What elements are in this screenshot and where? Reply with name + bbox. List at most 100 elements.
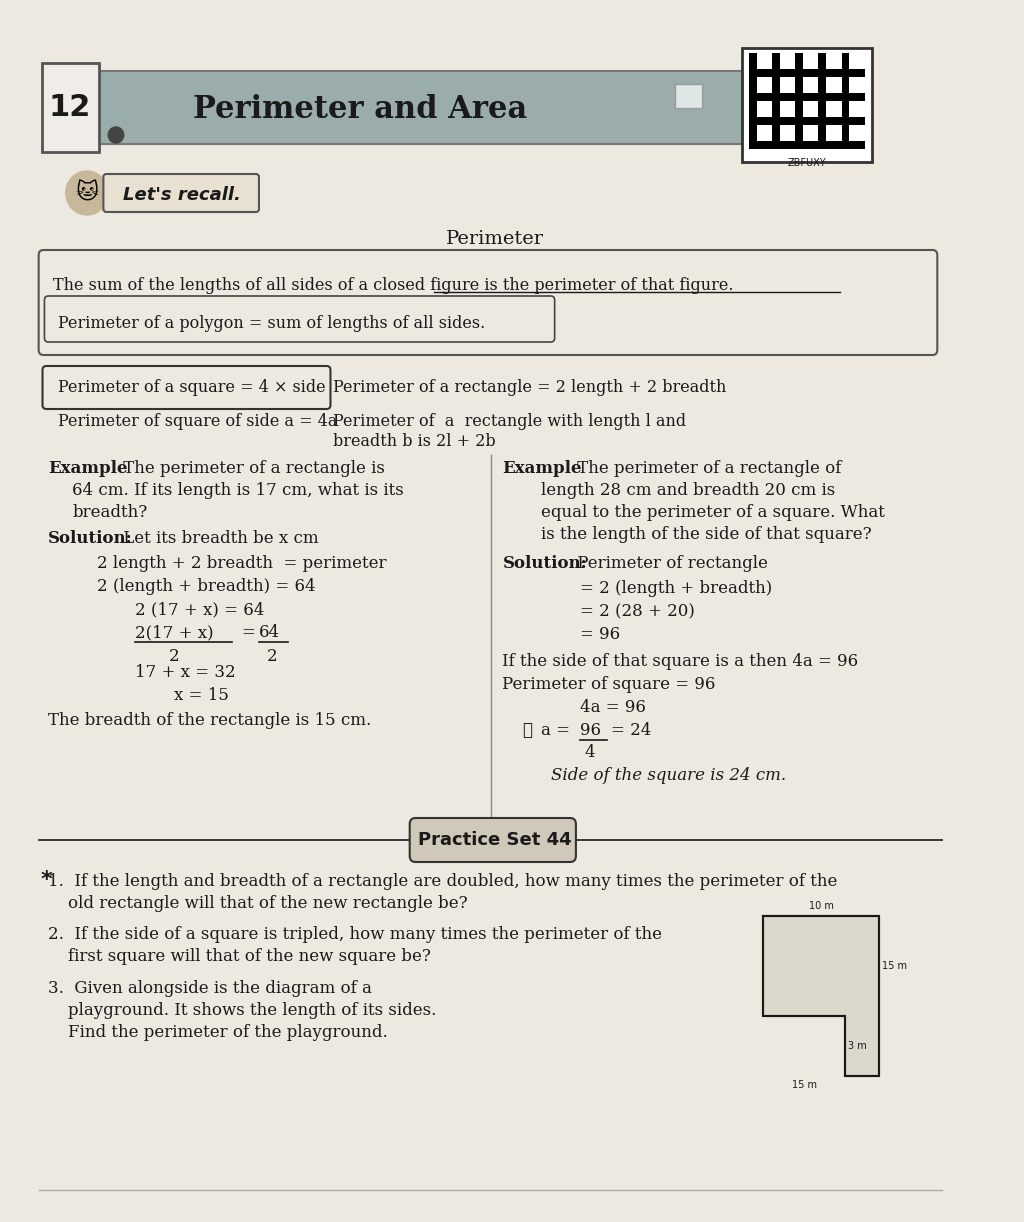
Bar — [749, 117, 757, 125]
Text: The sum of the lengths of all sides of a closed figure is the perimeter of that : The sum of the lengths of all sides of a… — [53, 277, 733, 295]
Text: 96: 96 — [580, 722, 601, 739]
Bar — [849, 141, 857, 149]
Bar — [757, 93, 764, 101]
Text: x = 15: x = 15 — [174, 687, 228, 704]
Bar — [849, 117, 857, 125]
Text: Perimeter of a polygon = sum of lengths of all sides.: Perimeter of a polygon = sum of lengths … — [58, 314, 485, 331]
Bar — [764, 117, 772, 125]
Bar — [764, 141, 772, 149]
Text: 64: 64 — [259, 624, 281, 642]
Text: length 28 cm and breadth 20 cm is: length 28 cm and breadth 20 cm is — [541, 481, 836, 499]
Bar — [818, 133, 826, 141]
Bar — [842, 141, 849, 149]
Bar — [857, 117, 865, 125]
Text: equal to the perimeter of a square. What: equal to the perimeter of a square. What — [541, 503, 885, 521]
Bar — [796, 109, 803, 117]
Bar — [796, 68, 803, 77]
Text: Perimeter of square of side a = 4a: Perimeter of square of side a = 4a — [58, 413, 337, 430]
Text: 10 m: 10 m — [809, 901, 834, 910]
Bar — [842, 133, 849, 141]
Bar — [818, 141, 826, 149]
Text: 4a = 96: 4a = 96 — [580, 699, 646, 716]
Bar — [757, 68, 764, 77]
Text: a =: a = — [541, 722, 570, 739]
Text: 2 (length + breadth) = 64: 2 (length + breadth) = 64 — [96, 578, 315, 595]
Bar — [842, 109, 849, 117]
Bar — [757, 117, 764, 125]
FancyBboxPatch shape — [103, 174, 259, 211]
Bar — [780, 117, 787, 125]
Text: breadth?: breadth? — [73, 503, 147, 521]
Bar — [849, 93, 857, 101]
Text: 2.  If the side of a square is tripled, how many times the perimeter of the: 2. If the side of a square is tripled, h… — [48, 926, 663, 943]
Bar — [772, 141, 780, 149]
FancyBboxPatch shape — [42, 64, 98, 152]
Circle shape — [66, 171, 109, 215]
Text: 🐱: 🐱 — [76, 182, 98, 204]
Bar — [826, 68, 834, 77]
Text: 2: 2 — [169, 648, 179, 665]
Bar — [811, 68, 818, 77]
FancyBboxPatch shape — [742, 48, 871, 163]
Circle shape — [109, 127, 124, 143]
Bar — [834, 117, 842, 125]
Bar — [796, 53, 803, 61]
Bar — [749, 93, 757, 101]
Bar — [772, 125, 780, 133]
Bar — [857, 68, 865, 77]
FancyBboxPatch shape — [54, 71, 815, 144]
Bar — [772, 93, 780, 101]
Text: =: = — [242, 624, 255, 642]
Text: 17 + x = 32: 17 + x = 32 — [135, 664, 236, 681]
Bar — [764, 68, 772, 77]
Bar — [780, 141, 787, 149]
Bar — [842, 53, 849, 61]
Bar — [818, 68, 826, 77]
Bar — [749, 53, 757, 61]
Bar — [842, 86, 849, 93]
Text: = 2 (28 + 20): = 2 (28 + 20) — [580, 602, 694, 620]
Bar — [787, 141, 796, 149]
Bar — [796, 77, 803, 86]
Text: Perimeter: Perimeter — [445, 230, 544, 248]
Bar — [772, 117, 780, 125]
Bar — [834, 141, 842, 149]
Bar — [818, 61, 826, 68]
Bar — [857, 141, 865, 149]
Bar — [749, 77, 757, 86]
Text: old rectangle will that of the new rectangle be?: old rectangle will that of the new recta… — [68, 895, 467, 912]
Bar — [803, 117, 811, 125]
Text: Solution:: Solution: — [503, 555, 587, 572]
Bar — [772, 86, 780, 93]
Bar — [818, 125, 826, 133]
Bar — [842, 93, 849, 101]
Bar — [842, 125, 849, 133]
Bar — [842, 117, 849, 125]
Bar — [787, 93, 796, 101]
Bar — [818, 117, 826, 125]
Text: 15 m: 15 m — [883, 960, 907, 971]
Bar — [834, 93, 842, 101]
Bar — [818, 77, 826, 86]
Text: ZBFUXY: ZBFUXY — [787, 158, 826, 167]
Text: Perimeter of  a  rectangle with length l and: Perimeter of a rectangle with length l a… — [334, 413, 686, 430]
Bar — [796, 117, 803, 125]
Bar — [780, 68, 787, 77]
Text: 3.  Given alongside is the diagram of a: 3. Given alongside is the diagram of a — [48, 980, 372, 997]
Bar — [772, 77, 780, 86]
Text: 2 length + 2 breadth  = perimeter: 2 length + 2 breadth = perimeter — [96, 555, 386, 572]
Text: playground. It shows the length of its sides.: playground. It shows the length of its s… — [68, 1002, 436, 1019]
Text: Side of the square is 24 cm.: Side of the square is 24 cm. — [551, 767, 785, 785]
Text: Perimeter and Area: Perimeter and Area — [194, 94, 527, 125]
Text: = 24: = 24 — [610, 722, 651, 739]
Bar — [749, 61, 757, 68]
Bar — [842, 61, 849, 68]
Bar — [772, 68, 780, 77]
FancyBboxPatch shape — [676, 84, 701, 108]
Bar — [772, 133, 780, 141]
Text: Perimeter of a rectangle = 2 length + 2 breadth: Perimeter of a rectangle = 2 length + 2 … — [334, 380, 727, 396]
Bar — [772, 53, 780, 61]
Text: first square will that of the new square be?: first square will that of the new square… — [68, 948, 430, 965]
Text: is the length of the side of that square?: is the length of the side of that square… — [541, 525, 871, 543]
Text: 2: 2 — [267, 648, 278, 665]
